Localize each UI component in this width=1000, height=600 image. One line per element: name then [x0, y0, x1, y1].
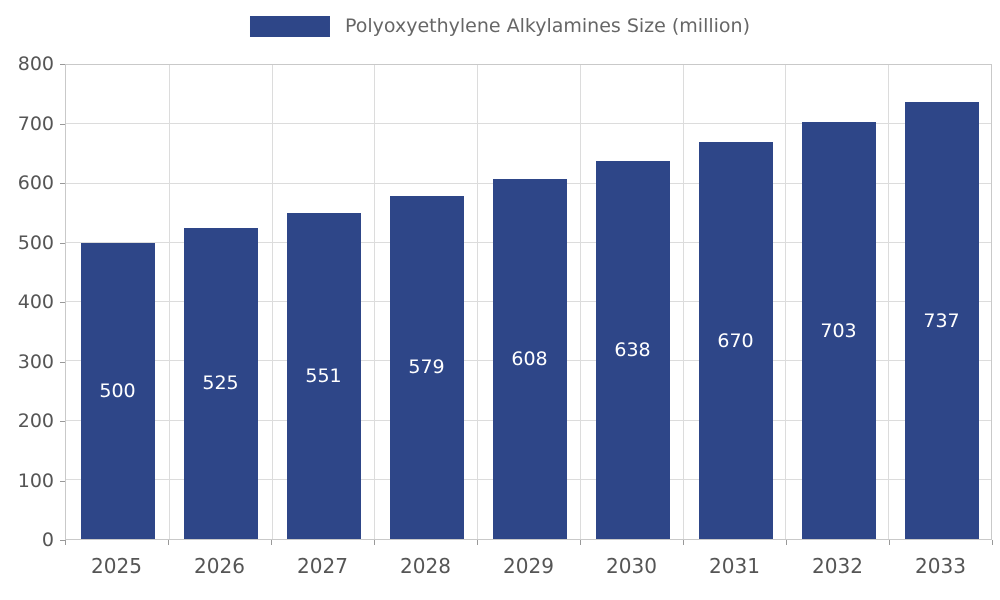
y-axis-tick-mark [60, 540, 65, 541]
bar-value-label: 638 [614, 339, 651, 361]
x-axis-tick-label: 2025 [91, 554, 142, 578]
bar-value-label: 703 [820, 319, 857, 342]
gridline-vertical [477, 65, 479, 539]
bar-2026: 525 [183, 227, 258, 539]
y-axis-tick-mark [60, 123, 65, 125]
bar-2029: 608 [492, 178, 567, 539]
x-axis-tick-mark [786, 540, 787, 545]
y-axis-tick-label: 300 [17, 350, 54, 373]
x-axis-tick-mark [271, 540, 272, 545]
x-axis-tick-mark [65, 540, 66, 545]
gridline-vertical [888, 65, 890, 539]
gridline-vertical [168, 65, 170, 539]
x-axis-tick-label: 2027 [297, 554, 348, 578]
bar-2030: 638 [595, 161, 670, 539]
gridline-vertical [374, 65, 376, 539]
plot-area: 500 525 551 579 608 638 670 703 737 [65, 64, 992, 540]
x-axis-tick-label: 2033 [915, 554, 966, 578]
gridline-vertical [579, 65, 581, 539]
legend-swatch [249, 15, 330, 37]
x-axis-tick-label: 2028 [400, 554, 451, 578]
y-axis-tick-label: 400 [17, 291, 54, 313]
bar-value-label: 670 [717, 329, 754, 352]
y-axis-tick-mark [60, 183, 65, 184]
x-axis-tick-mark [683, 540, 684, 545]
bar-2033: 737 [904, 102, 979, 539]
x-axis-tick-label: 2026 [194, 554, 245, 578]
x-axis-tick-label: 2031 [709, 554, 760, 578]
legend: Polyoxyethylene Alkylamines Size (millio… [249, 15, 751, 37]
bar-value-label: 737 [923, 309, 960, 332]
x-axis-tick-label: 2030 [606, 554, 657, 578]
bar-2032: 703 [801, 122, 876, 539]
bar-2027: 551 [286, 212, 361, 539]
x-axis-tick-label: 2032 [812, 554, 863, 578]
x-axis-tick-mark [374, 540, 375, 545]
x-axis-tick-mark [889, 540, 890, 545]
bar-2031: 670 [698, 142, 773, 539]
x-axis-tick-mark [168, 540, 169, 545]
x-axis-tick-mark [580, 540, 581, 545]
y-axis-tick-mark [60, 421, 65, 422]
y-axis-tick-mark [60, 480, 65, 482]
bar-value-label: 608 [511, 347, 548, 370]
x-axis-tick-label: 2029 [503, 554, 554, 578]
gridline-vertical [785, 65, 787, 539]
x-axis-tick-mark [992, 540, 993, 545]
legend-label: Polyoxyethylene Alkylamines Size (millio… [344, 15, 751, 37]
y-axis-tick-label: 800 [17, 53, 54, 75]
y-axis-tick-label: 200 [17, 410, 54, 432]
y-axis-tick-label: 100 [17, 469, 54, 492]
y-axis-tick-mark [60, 242, 65, 244]
bar-value-label: 500 [99, 379, 136, 402]
x-axis-tick-mark [477, 540, 478, 545]
y-axis-tick-mark [60, 361, 65, 363]
bar-value-label: 551 [305, 364, 342, 387]
y-axis-tick-label: 700 [17, 112, 54, 135]
y-axis-tick-label: 600 [17, 172, 54, 194]
gridline-vertical [682, 65, 684, 539]
bar-value-label: 579 [408, 356, 445, 379]
bar-2025: 500 [80, 242, 155, 539]
bar-value-label: 525 [202, 372, 239, 395]
y-axis-tick-label: 0 [41, 529, 54, 551]
gridline-horizontal [66, 123, 991, 125]
bar-2028: 579 [389, 195, 464, 539]
gridline-vertical [271, 65, 273, 539]
y-axis-tick-label: 500 [17, 231, 54, 254]
y-axis-tick-mark [60, 302, 65, 303]
y-axis-tick-mark [60, 64, 65, 65]
